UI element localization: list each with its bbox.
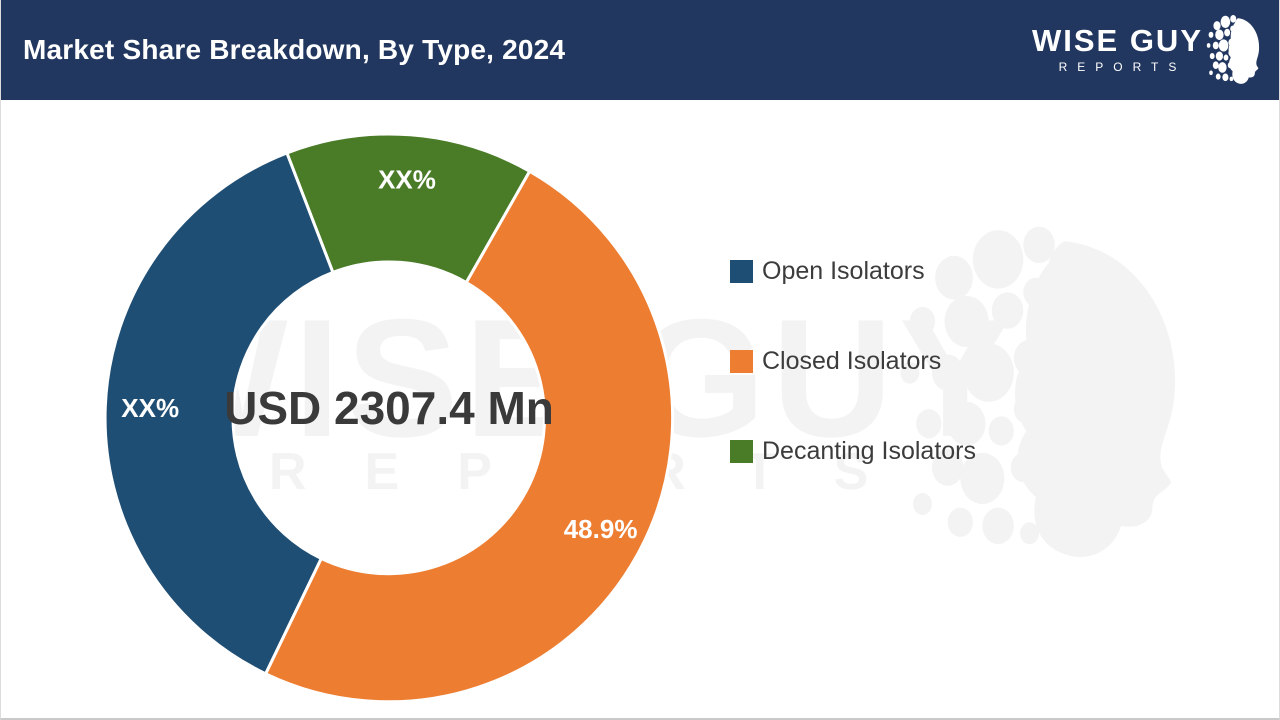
legend-swatch-open-isolators [730, 259, 753, 283]
slice-value-label: XX% [378, 165, 436, 195]
legend-item-decanting-isolators: Decanting Isolators [730, 436, 976, 466]
slice-value-label: 48.9% [564, 514, 638, 544]
header-bar: Market Share Breakdown, By Type, 2024 WI… [1, 0, 1279, 100]
legend-label: Decanting Isolators [762, 436, 977, 465]
legend-item-open-isolators: Open Isolators [730, 256, 925, 286]
page-title: Market Share Breakdown, By Type, 2024 [23, 34, 566, 65]
logo-wiseguy-label: WISE GUY [1031, 23, 1203, 58]
donut-slice-closed-isolators [264, 169, 675, 704]
wiseguy-logo-text: WISE GUY REPORTS [1032, 25, 1203, 75]
wiseguy-logo: WISE GUY REPORTS [1032, 0, 1265, 100]
legend-swatch-decanting-isolators [730, 439, 753, 463]
legend-swatch-closed-isolators [730, 349, 753, 373]
donut-center-value: USD 2307.4 Mn [224, 382, 554, 434]
wiseguy-face-icon [1206, 15, 1260, 84]
donut-slice-open-isolators [103, 151, 335, 676]
legend-item-closed-isolators: Closed Isolators [730, 346, 941, 376]
legend-label: Closed Isolators [762, 346, 942, 375]
logo-reports-label: REPORTS [1058, 60, 1187, 74]
legend-label: Open Isolators [762, 256, 925, 285]
slice-value-label: XX% [121, 393, 179, 423]
